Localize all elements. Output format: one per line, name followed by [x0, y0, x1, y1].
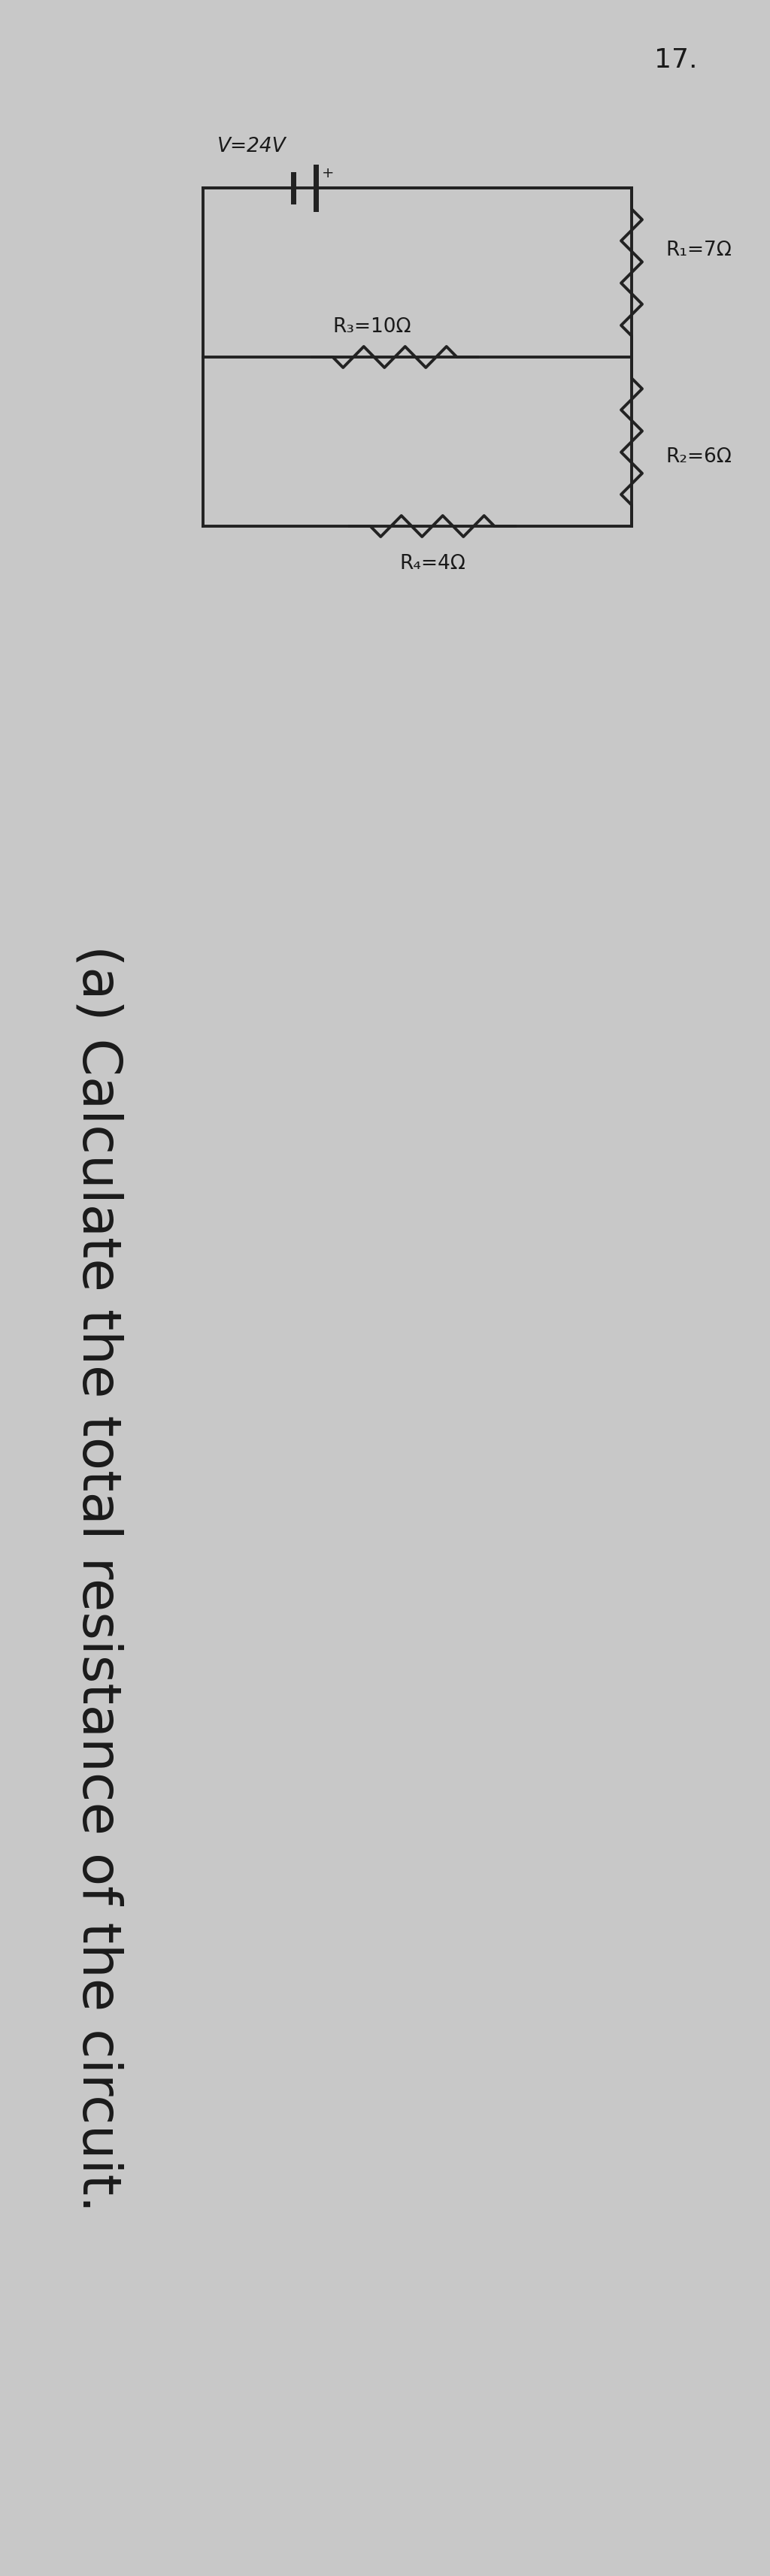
Text: V=24V: V=24V: [217, 137, 286, 157]
Text: R₁=7Ω: R₁=7Ω: [665, 240, 732, 260]
Text: +: +: [322, 165, 334, 180]
Text: R₄=4Ω: R₄=4Ω: [400, 554, 465, 574]
Text: 17.: 17.: [654, 46, 698, 72]
Text: R₃=10Ω: R₃=10Ω: [333, 317, 411, 337]
Text: R₂=6Ω: R₂=6Ω: [665, 446, 732, 466]
Text: (a) Calculate the total resistance of the circuit.: (a) Calculate the total resistance of th…: [72, 945, 124, 2213]
